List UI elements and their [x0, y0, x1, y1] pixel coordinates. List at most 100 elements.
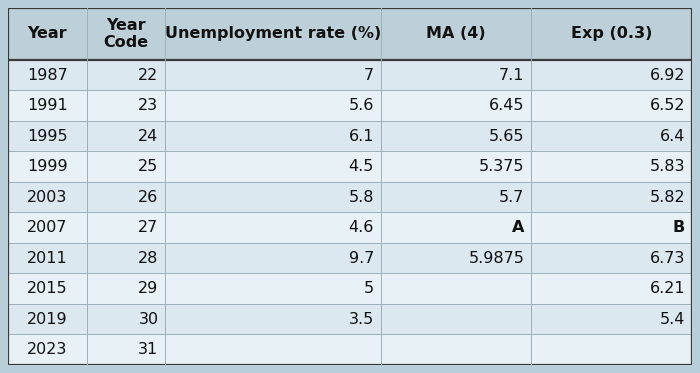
Text: 6.52: 6.52 [650, 98, 685, 113]
Bar [8, 335, 87, 365]
Text: 22: 22 [138, 68, 158, 83]
Bar [8, 243, 87, 273]
Bar [87, 8, 165, 60]
Bar [87, 121, 165, 151]
Text: 7.1: 7.1 [499, 68, 524, 83]
Bar [381, 121, 531, 151]
Bar [8, 273, 87, 304]
Bar [8, 213, 87, 243]
Text: 5.9875: 5.9875 [468, 251, 524, 266]
Bar [165, 243, 381, 273]
Text: 5.6: 5.6 [349, 98, 374, 113]
Text: Unemployment rate (%): Unemployment rate (%) [165, 26, 382, 41]
Text: 25: 25 [138, 159, 158, 174]
Bar [381, 273, 531, 304]
Text: 31: 31 [138, 342, 158, 357]
Bar [531, 273, 692, 304]
Bar [8, 182, 87, 213]
Text: 1987: 1987 [27, 68, 68, 83]
Bar [531, 8, 692, 60]
Bar [531, 121, 692, 151]
Text: A: A [512, 220, 524, 235]
Bar [165, 60, 381, 90]
Bar [87, 213, 165, 243]
Bar [531, 213, 692, 243]
Text: 6.92: 6.92 [650, 68, 685, 83]
Bar [87, 182, 165, 213]
Bar [381, 8, 531, 60]
Bar [87, 243, 165, 273]
Text: 5.375: 5.375 [479, 159, 524, 174]
Text: 4.6: 4.6 [349, 220, 374, 235]
Text: 3.5: 3.5 [349, 312, 374, 327]
Text: 2019: 2019 [27, 312, 68, 327]
Text: 2023: 2023 [27, 342, 67, 357]
Bar [165, 335, 381, 365]
Text: 6.4: 6.4 [660, 129, 685, 144]
Text: 5.7: 5.7 [499, 190, 524, 205]
Text: 2007: 2007 [27, 220, 68, 235]
Bar [87, 273, 165, 304]
Text: 27: 27 [138, 220, 158, 235]
Text: 6.45: 6.45 [489, 98, 524, 113]
Bar [381, 304, 531, 335]
Text: 30: 30 [139, 312, 158, 327]
Text: 6.73: 6.73 [650, 251, 685, 266]
Bar [165, 151, 381, 182]
Text: Year: Year [27, 26, 67, 41]
Bar [531, 90, 692, 121]
Bar [8, 151, 87, 182]
Text: B: B [673, 220, 685, 235]
Text: 23: 23 [139, 98, 158, 113]
Text: 5.83: 5.83 [650, 159, 685, 174]
Bar [87, 335, 165, 365]
Text: 2011: 2011 [27, 251, 68, 266]
Bar [381, 213, 531, 243]
Bar [8, 60, 87, 90]
Bar [165, 8, 381, 60]
Text: 5.65: 5.65 [489, 129, 524, 144]
Bar [8, 121, 87, 151]
Text: 4.5: 4.5 [349, 159, 374, 174]
Text: MA (4): MA (4) [426, 26, 486, 41]
Bar [531, 60, 692, 90]
Text: 6.1: 6.1 [349, 129, 374, 144]
Bar [381, 151, 531, 182]
Bar [165, 273, 381, 304]
Bar [8, 90, 87, 121]
Text: 7: 7 [364, 68, 374, 83]
Bar [87, 60, 165, 90]
Bar [87, 304, 165, 335]
Bar [165, 304, 381, 335]
Bar [87, 151, 165, 182]
Bar [381, 60, 531, 90]
Text: 5.82: 5.82 [650, 190, 685, 205]
Bar [381, 243, 531, 273]
Bar [87, 90, 165, 121]
Bar [381, 90, 531, 121]
Bar [531, 182, 692, 213]
Text: 24: 24 [138, 129, 158, 144]
Text: 2015: 2015 [27, 281, 68, 296]
Bar [531, 243, 692, 273]
Text: 28: 28 [138, 251, 158, 266]
Text: 9.7: 9.7 [349, 251, 374, 266]
Bar [8, 8, 87, 60]
Bar [165, 121, 381, 151]
Bar [381, 335, 531, 365]
Text: 1995: 1995 [27, 129, 68, 144]
Text: 5.8: 5.8 [349, 190, 374, 205]
Bar [165, 213, 381, 243]
Bar [531, 304, 692, 335]
Text: Exp (0.3): Exp (0.3) [571, 26, 652, 41]
Text: 29: 29 [138, 281, 158, 296]
Text: 2003: 2003 [27, 190, 67, 205]
Text: 26: 26 [138, 190, 158, 205]
Bar [165, 182, 381, 213]
Text: Year
Code: Year Code [104, 18, 148, 50]
Bar [531, 151, 692, 182]
Text: 1999: 1999 [27, 159, 68, 174]
Text: 1991: 1991 [27, 98, 68, 113]
Text: 6.21: 6.21 [650, 281, 685, 296]
Text: 5: 5 [364, 281, 374, 296]
